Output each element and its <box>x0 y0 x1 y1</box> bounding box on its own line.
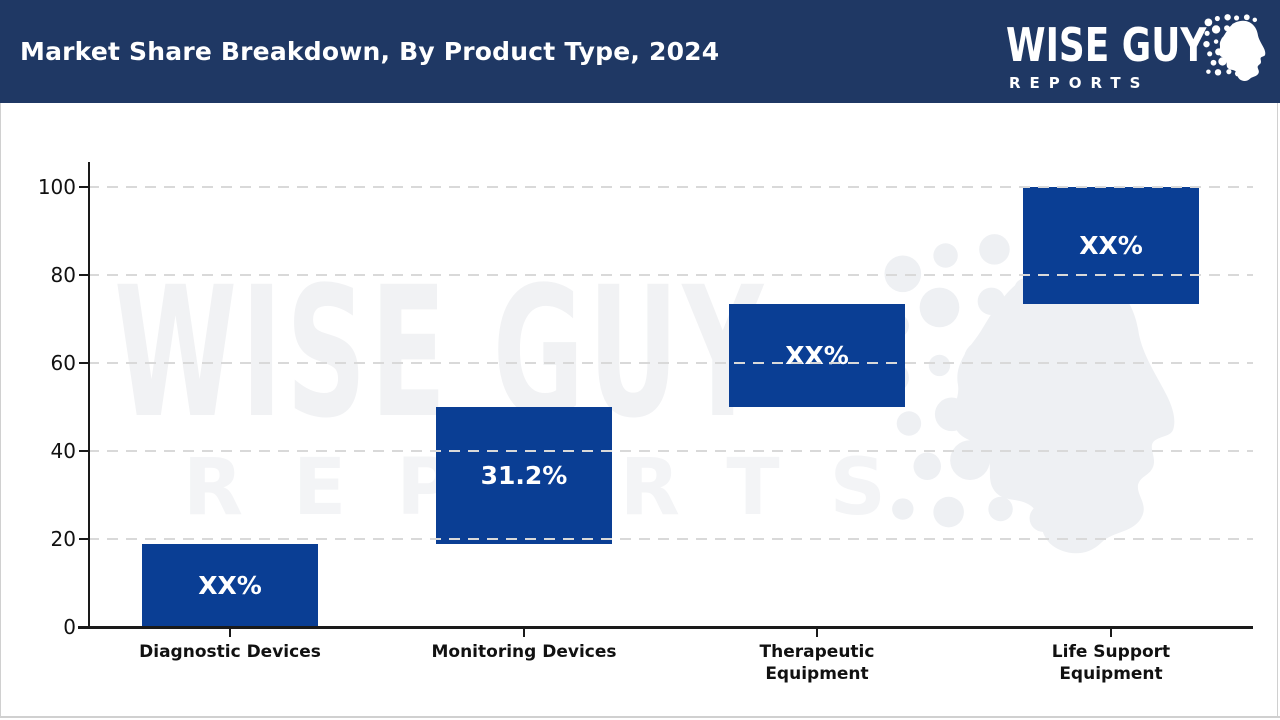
bar-diagnostic-devices: XX% <box>142 544 318 627</box>
gridline-100 <box>88 185 1253 188</box>
chart-title: Market Share Breakdown, By Product Type,… <box>20 37 720 66</box>
bar-value-label: XX% <box>785 340 849 370</box>
y-tick-label-20: 20 <box>50 526 76 551</box>
logo-wordmark: WISE GUY <box>1006 18 1207 72</box>
x-tick-mark-0 <box>229 629 231 637</box>
right-border <box>1277 103 1278 717</box>
gridline-60 <box>88 361 1253 364</box>
x-axis-line <box>78 626 1253 629</box>
y-tick-mark-60 <box>79 361 88 364</box>
bar-life-support-equipment: XX% <box>1023 186 1199 305</box>
header-bar: Market Share Breakdown, By Product Type,… <box>0 0 1280 103</box>
logo-subtitle: REPORTS <box>1009 74 1150 92</box>
bar-monitoring-devices: 31.2% <box>436 406 612 545</box>
gridline-40 <box>88 449 1253 452</box>
y-tick-mark-20 <box>79 537 88 540</box>
left-border <box>0 103 1 717</box>
bar-value-label: XX% <box>198 571 262 601</box>
bar-value-label: 31.2% <box>480 460 568 490</box>
logo-head-dots-icon <box>1203 14 1266 81</box>
x-category-label-1: Monitoring Devices <box>431 642 617 662</box>
x-category-label-3: Life Support Equipment <box>1051 642 1171 685</box>
y-tick-label-40: 40 <box>50 438 76 463</box>
y-tick-mark-80 <box>79 273 88 276</box>
y-tick-mark-100 <box>79 185 88 188</box>
x-tick-mark-1 <box>523 629 525 637</box>
gridline-80 <box>88 273 1253 276</box>
y-tick-label-100: 100 <box>37 174 76 199</box>
x-category-label-0: Diagnostic Devices <box>139 642 321 662</box>
logo-text: WISE GUY REPORTS <box>1006 18 1207 92</box>
bar-therapeutic-equipment: XX% <box>729 304 905 407</box>
y-tick-label-0: 0 <box>63 615 76 639</box>
y-tick-mark-40 <box>79 449 88 452</box>
gridline-20 <box>88 537 1253 540</box>
x-tick-mark-3 <box>1110 629 1112 637</box>
wise-guy-reports-logo: WISE GUY REPORTS <box>1006 8 1266 98</box>
y-tick-label-80: 80 <box>50 262 76 287</box>
x-tick-mark-2 <box>816 629 818 637</box>
y-axis-spine <box>88 162 90 628</box>
x-category-label-2: Therapeutic Equipment <box>759 642 875 685</box>
bottom-border <box>0 716 1280 718</box>
bar-value-label: XX% <box>1079 230 1143 260</box>
y-tick-label-60: 60 <box>50 350 76 375</box>
